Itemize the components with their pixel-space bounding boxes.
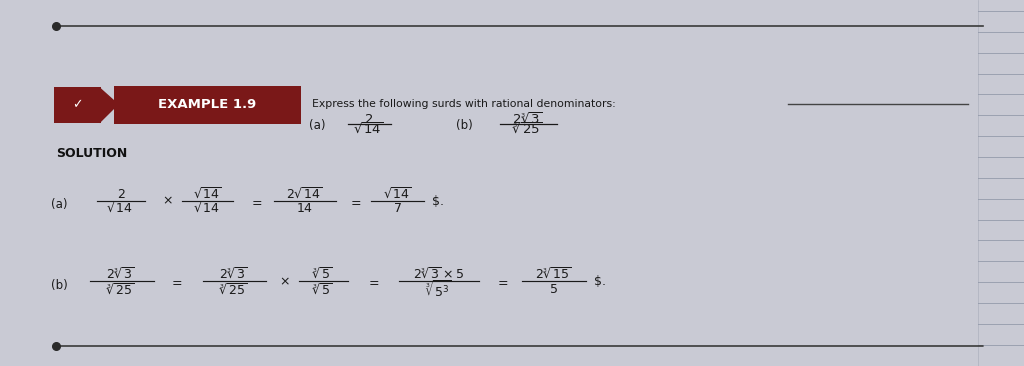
Text: $2\sqrt[3]{3}$: $2\sqrt[3]{3}$ <box>512 112 543 127</box>
Text: $2\sqrt[3]{3}$: $2\sqrt[3]{3}$ <box>106 267 135 282</box>
Text: $=$: $=$ <box>366 275 380 288</box>
Text: $=$: $=$ <box>495 275 509 288</box>
Text: $=$: $=$ <box>169 275 183 288</box>
Text: $\times$: $\times$ <box>162 195 172 208</box>
Text: $\sqrt{14}$: $\sqrt{14}$ <box>383 187 412 202</box>
Text: $=$: $=$ <box>348 195 362 208</box>
Text: $.: $. <box>432 195 444 208</box>
Text: $2$: $2$ <box>365 113 373 126</box>
Text: $\sqrt{14}$: $\sqrt{14}$ <box>353 122 384 137</box>
Text: $=$: $=$ <box>249 195 263 208</box>
FancyBboxPatch shape <box>54 87 101 123</box>
Text: (b): (b) <box>456 119 472 132</box>
Text: $\sqrt[3]{25}$: $\sqrt[3]{25}$ <box>512 122 543 137</box>
Text: SOLUTION: SOLUTION <box>56 147 128 160</box>
Text: (a): (a) <box>51 198 68 212</box>
FancyBboxPatch shape <box>114 86 301 124</box>
Text: $\sqrt[3]{5}$: $\sqrt[3]{5}$ <box>312 267 333 282</box>
Text: $7$: $7$ <box>393 202 401 215</box>
Text: $2\sqrt[3]{3}$: $2\sqrt[3]{3}$ <box>219 267 248 282</box>
Text: (a): (a) <box>309 119 326 132</box>
Text: $\sqrt[3]{25}$: $\sqrt[3]{25}$ <box>106 282 135 298</box>
Text: $\times$: $\times$ <box>280 275 290 288</box>
Text: $\sqrt[3]{25}$: $\sqrt[3]{25}$ <box>219 282 248 298</box>
Text: $\sqrt{14}$: $\sqrt{14}$ <box>106 201 135 216</box>
Text: $2\sqrt[3]{15}$: $2\sqrt[3]{15}$ <box>535 267 571 282</box>
Text: $5$: $5$ <box>549 283 557 296</box>
Text: (b): (b) <box>51 279 68 292</box>
Text: EXAMPLE 1.9: EXAMPLE 1.9 <box>159 98 256 111</box>
Text: $\sqrt{14}$: $\sqrt{14}$ <box>194 187 222 202</box>
Text: $\sqrt[3]{5^3}$: $\sqrt[3]{5^3}$ <box>425 279 452 300</box>
Text: $2\sqrt{14}$: $2\sqrt{14}$ <box>286 187 323 202</box>
Polygon shape <box>99 88 118 123</box>
Text: $\sqrt[3]{5}$: $\sqrt[3]{5}$ <box>312 282 333 298</box>
Text: $14$: $14$ <box>296 202 312 215</box>
Text: $.: $. <box>594 275 606 288</box>
Text: ✓: ✓ <box>73 98 83 111</box>
Text: $2\sqrt[3]{3}\times 5$: $2\sqrt[3]{3}\times 5$ <box>413 267 464 282</box>
Text: $\sqrt{14}$: $\sqrt{14}$ <box>194 201 222 216</box>
Text: $2$: $2$ <box>117 188 125 201</box>
Text: Express the following surds with rational denominators:: Express the following surds with rationa… <box>312 99 616 109</box>
